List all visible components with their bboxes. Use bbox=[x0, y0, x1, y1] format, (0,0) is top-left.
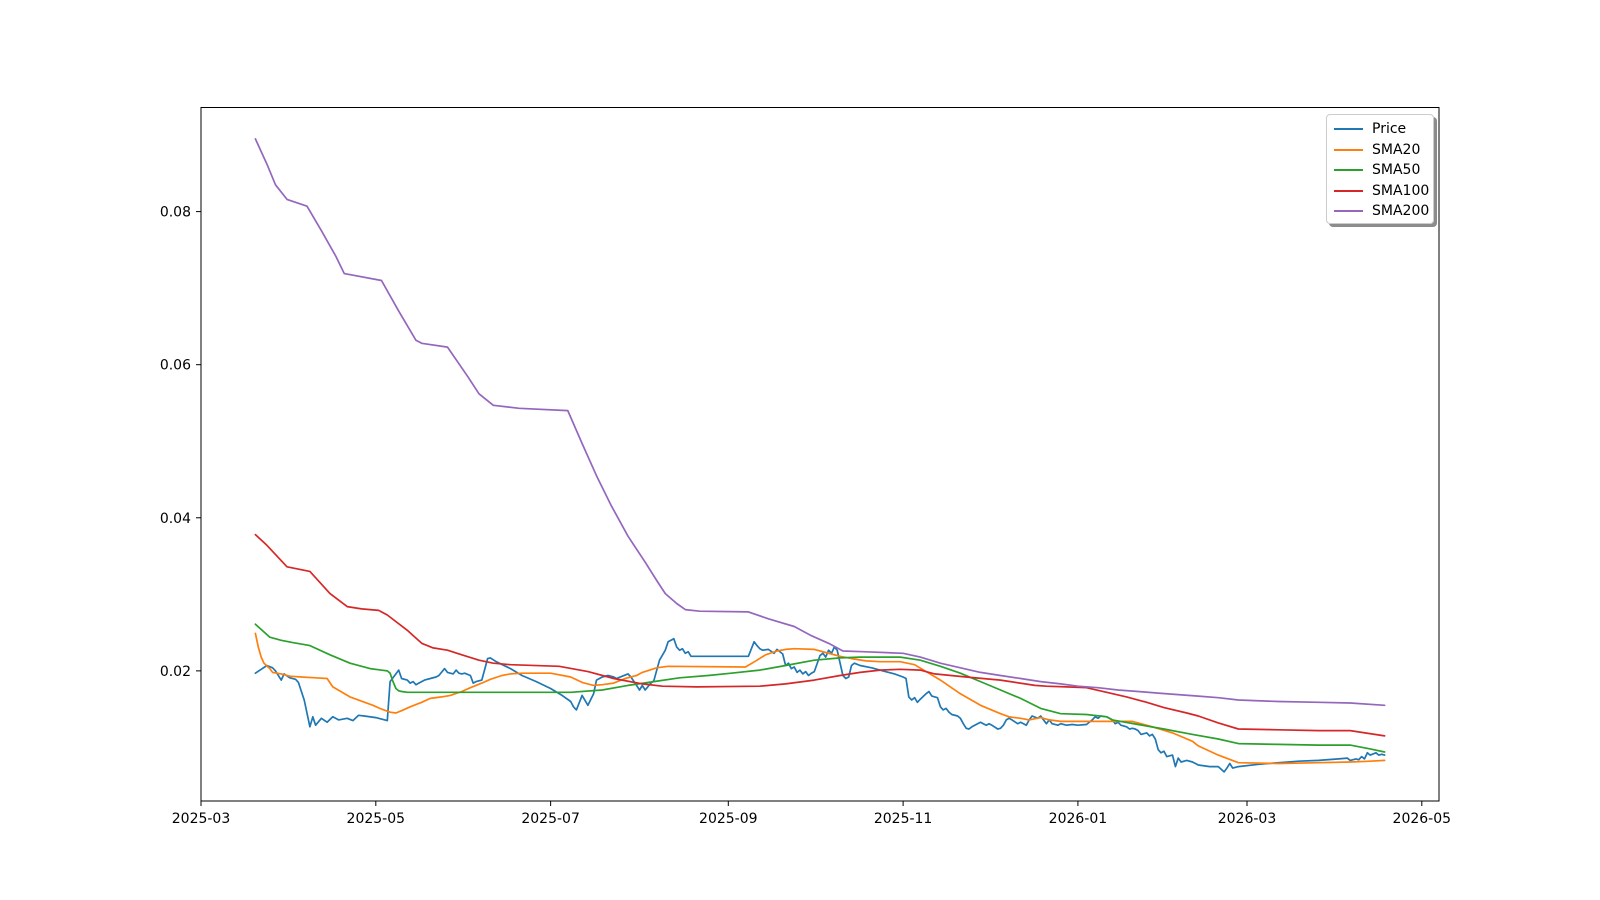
x-tick-label: 2025-05 bbox=[347, 811, 406, 827]
sma200-line bbox=[254, 138, 1386, 707]
legend-entry-sma50: SMA50 bbox=[1334, 160, 1433, 181]
legend-label: SMA20 bbox=[1372, 141, 1421, 158]
legend-entry-sma20: SMA20 bbox=[1334, 140, 1433, 161]
y-tick-label: 0.02 bbox=[160, 664, 191, 680]
legend-line-sample bbox=[1334, 189, 1363, 192]
legend-line-sample bbox=[1334, 169, 1363, 172]
x-tick-label: 2025-03 bbox=[172, 811, 231, 827]
x-tick-label: 2026-03 bbox=[1218, 811, 1277, 827]
axes-layer bbox=[200, 107, 1440, 802]
plot-border bbox=[200, 107, 1440, 802]
x-tick-label: 2025-11 bbox=[874, 811, 933, 827]
tick-layer: 2025-03 2025-05 2025-07 2025-09 2025-11 2026-… bbox=[160, 205, 1451, 827]
legend-entry-sma100: SMA100 bbox=[1334, 181, 1433, 202]
legend-label: SMA50 bbox=[1372, 162, 1421, 178]
legend-label: SMA200 bbox=[1372, 203, 1430, 219]
y-tick-label: 0.06 bbox=[160, 358, 191, 374]
x-tick-label: 2025-09 bbox=[699, 811, 758, 827]
legend-line-sample bbox=[1334, 148, 1363, 151]
x-tick-label: 2026-05 bbox=[1393, 811, 1452, 827]
legend-entry-sma200: SMA200 bbox=[1334, 201, 1433, 222]
price-line bbox=[254, 637, 1386, 773]
y-tick-label: 0.08 bbox=[160, 205, 191, 221]
sma100-line bbox=[254, 533, 1386, 737]
x-tick-label: 2026-01 bbox=[1049, 811, 1108, 827]
legend-box: Price SMA20 SMA50 SMA100 SMA200 bbox=[1326, 114, 1434, 224]
legend-label: Price bbox=[1372, 121, 1407, 137]
x-tick-label: 2025-07 bbox=[521, 811, 580, 827]
sma50-line bbox=[254, 623, 1386, 753]
sma20-line bbox=[254, 632, 1386, 765]
y-tick-label: 0.04 bbox=[160, 511, 191, 527]
legend-line-sample bbox=[1334, 128, 1363, 131]
legend-line-sample bbox=[1334, 210, 1363, 213]
series-layer bbox=[254, 138, 1386, 773]
legend-entry-price: Price bbox=[1334, 119, 1433, 140]
legend-label: SMA100 bbox=[1372, 182, 1430, 199]
